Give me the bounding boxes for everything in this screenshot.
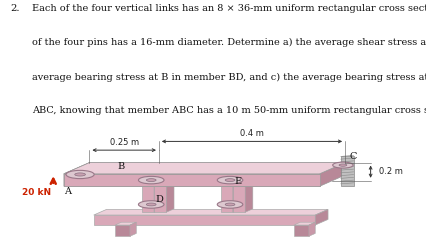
Polygon shape (154, 183, 162, 212)
Polygon shape (130, 222, 136, 236)
Text: 0.25 m: 0.25 m (109, 138, 139, 147)
Text: 0.4 m: 0.4 m (240, 129, 264, 138)
Polygon shape (154, 186, 166, 212)
Text: of the four pins has a 16-mm diameter. Determine a) the average shear stress at : of the four pins has a 16-mm diameter. D… (32, 38, 426, 48)
Polygon shape (94, 210, 328, 215)
Polygon shape (115, 225, 130, 236)
Polygon shape (233, 183, 241, 212)
Polygon shape (64, 174, 320, 186)
Text: 2.: 2. (11, 4, 20, 13)
Text: 0.2 m: 0.2 m (379, 167, 403, 176)
Circle shape (138, 176, 164, 184)
Polygon shape (166, 183, 174, 212)
Circle shape (333, 162, 353, 168)
Text: C: C (349, 152, 357, 161)
Polygon shape (294, 222, 315, 225)
Text: E: E (234, 177, 242, 186)
Polygon shape (315, 210, 328, 225)
Text: B: B (118, 162, 125, 171)
Circle shape (225, 179, 235, 181)
Polygon shape (142, 186, 154, 212)
Polygon shape (94, 215, 315, 225)
Text: Each of the four vertical links has an 8 × 36-mm uniform rectangular cross secti: Each of the four vertical links has an 8… (32, 4, 426, 13)
Circle shape (217, 176, 243, 184)
Polygon shape (245, 183, 253, 212)
Circle shape (147, 203, 156, 206)
Circle shape (75, 173, 86, 176)
Polygon shape (64, 163, 89, 186)
Polygon shape (154, 183, 174, 186)
Circle shape (339, 164, 347, 166)
Circle shape (225, 203, 235, 206)
Text: average bearing stress at B in member BD, and c) the average bearing stress at B: average bearing stress at B in member BD… (32, 72, 426, 82)
Circle shape (138, 201, 164, 208)
Text: A: A (64, 187, 71, 196)
Text: D: D (155, 195, 163, 204)
Polygon shape (221, 183, 241, 186)
Polygon shape (309, 222, 315, 236)
Polygon shape (221, 186, 233, 212)
Polygon shape (341, 156, 354, 186)
Circle shape (217, 201, 243, 208)
Polygon shape (115, 222, 136, 225)
Circle shape (147, 179, 156, 181)
Polygon shape (64, 163, 345, 174)
Circle shape (66, 170, 94, 179)
Text: 20 kN: 20 kN (22, 188, 51, 197)
Polygon shape (64, 163, 345, 174)
Polygon shape (64, 174, 320, 186)
Polygon shape (142, 183, 162, 186)
Polygon shape (233, 183, 253, 186)
Polygon shape (233, 186, 245, 212)
Text: ABC, knowing that member ABC has a 10 m 50-mm uniform rectangular cross section.: ABC, knowing that member ABC has a 10 m … (32, 107, 426, 115)
Polygon shape (320, 163, 345, 186)
Polygon shape (294, 225, 309, 236)
